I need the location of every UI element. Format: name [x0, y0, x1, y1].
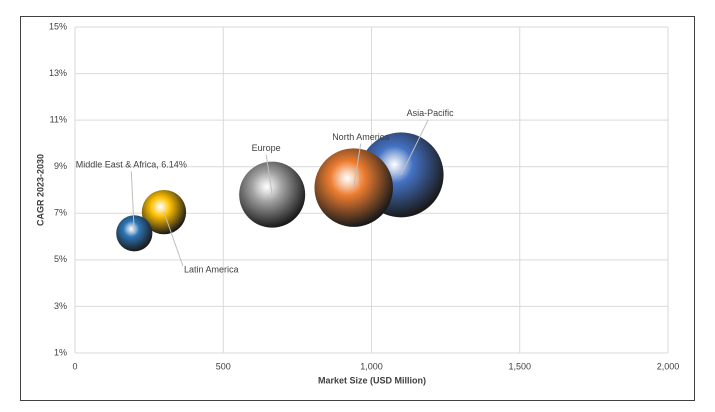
data-label: Latin America: [184, 264, 239, 274]
data-label: Middle East & Africa, 6.14%: [76, 160, 187, 170]
y-tick-label: 15%: [49, 21, 67, 31]
data-label: North America: [332, 132, 389, 142]
x-tick-label: 0: [72, 361, 77, 371]
leader-line: [353, 143, 362, 188]
leader-line: [265, 154, 273, 195]
x-tick-label: 2,000: [657, 361, 680, 371]
y-tick-label: 11%: [50, 115, 67, 125]
y-tick-label: 13%: [49, 68, 67, 78]
data-label: Europe: [252, 143, 281, 153]
x-axis-title: Market Size (USD Million): [318, 375, 426, 385]
y-axis-title: CAGR 2023-2030: [35, 154, 45, 226]
x-tick-label: 500: [216, 361, 231, 371]
leader-line: [400, 119, 429, 176]
leader-line: [130, 171, 135, 234]
x-tick-label: 1,500: [508, 361, 531, 371]
leader-line: [163, 211, 184, 267]
y-tick-label: 5%: [54, 254, 67, 264]
data-label: Asia-Pacific: [407, 108, 455, 118]
y-tick-label: 7%: [54, 208, 67, 218]
x-tick-label: 1,000: [360, 361, 383, 371]
bubble: [239, 161, 306, 228]
y-tick-label: 3%: [54, 301, 67, 311]
y-tick-label: 1%: [54, 347, 67, 357]
y-tick-label: 9%: [54, 161, 67, 171]
